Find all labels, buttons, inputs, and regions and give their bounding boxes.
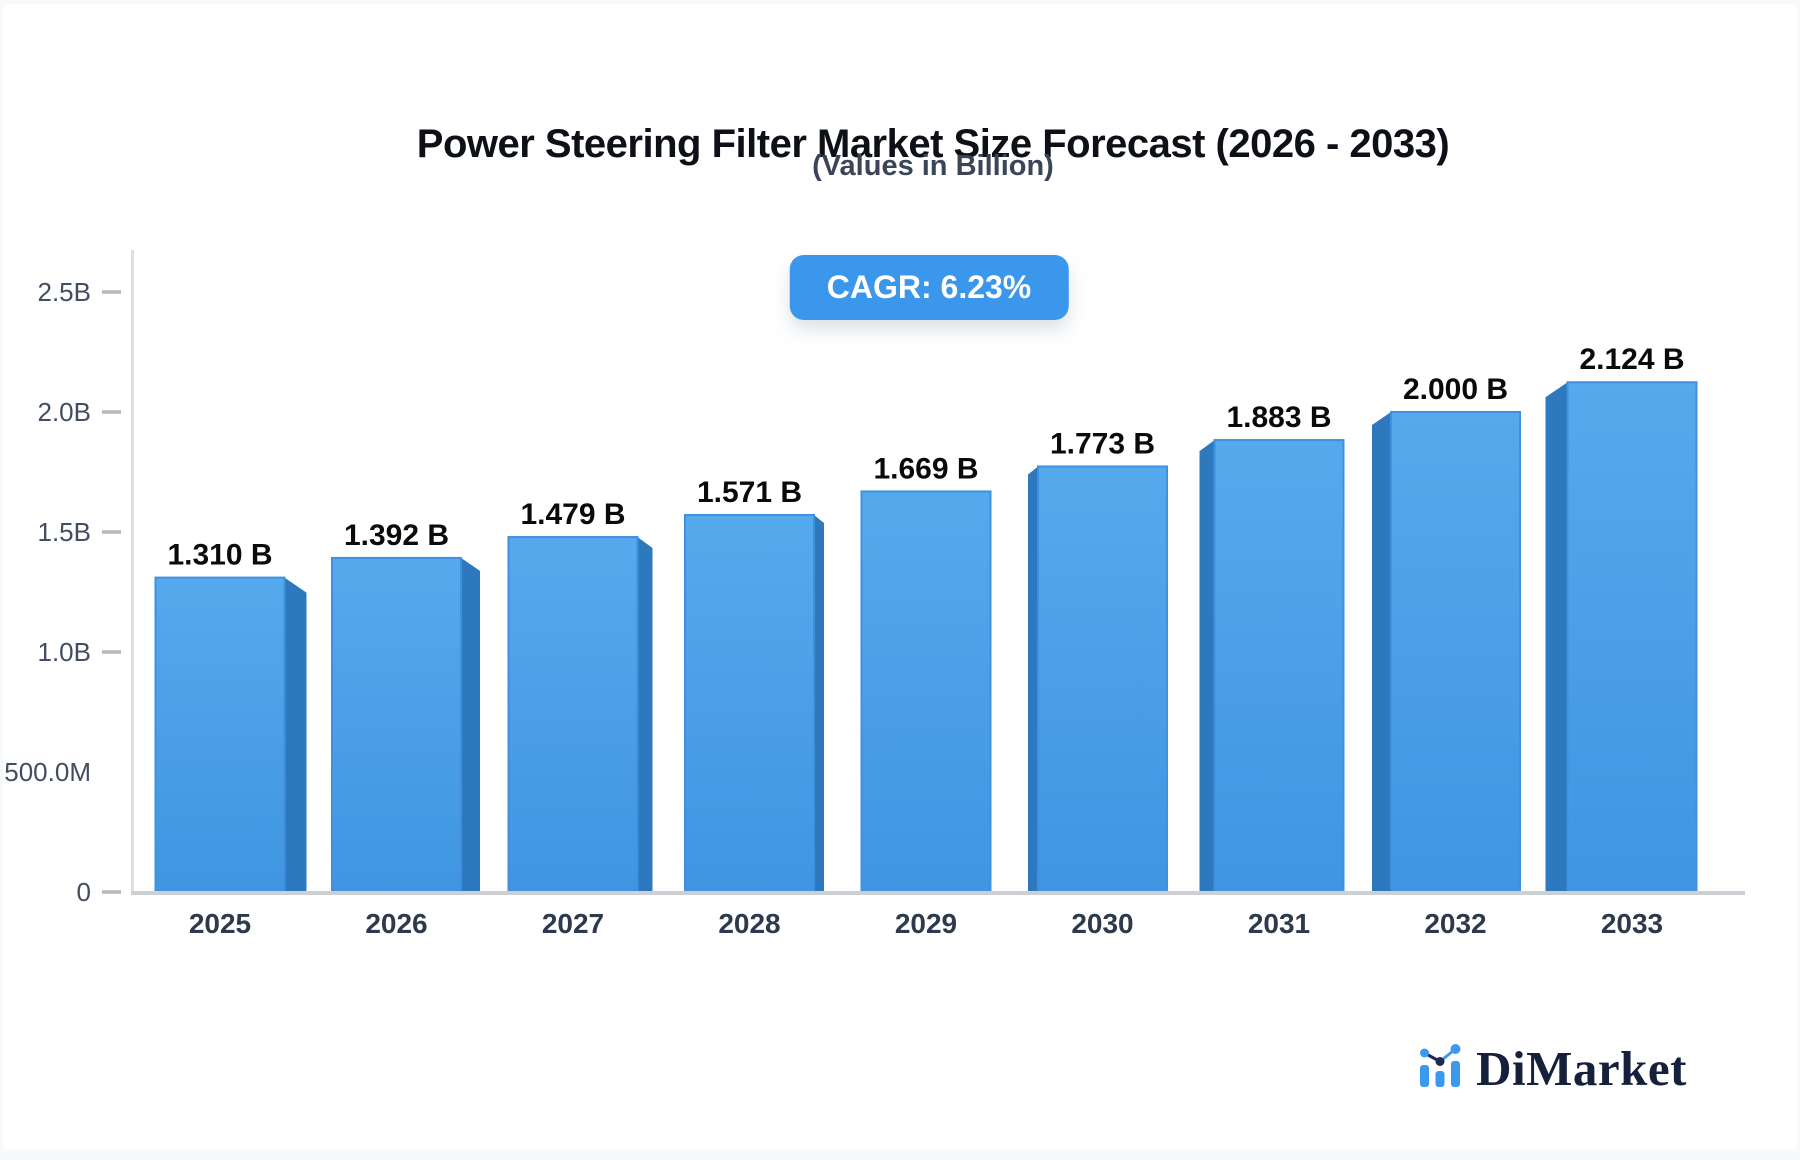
y-tick-label: 2.0B bbox=[38, 397, 92, 427]
labels-group: 1.310 B 2025 1.392 B 2026 1.479 B 2027 1.571 B… bbox=[167, 343, 1684, 939]
bar-value-label: 1.669 B bbox=[873, 452, 978, 485]
y-tick-label: 0 bbox=[77, 877, 91, 907]
bar-side-face bbox=[284, 577, 307, 892]
logo-text: DiMarket bbox=[1476, 1041, 1687, 1096]
bar bbox=[1213, 439, 1345, 893]
bar bbox=[1037, 465, 1168, 893]
bar bbox=[1566, 381, 1698, 893]
y-tick-label: 1.5B bbox=[38, 517, 92, 547]
x-tick-label: 2026 bbox=[365, 908, 427, 939]
x-tick-label: 2031 bbox=[1248, 908, 1310, 939]
bar bbox=[1390, 411, 1521, 893]
x-tick-label: 2029 bbox=[895, 908, 957, 939]
bar-side-face bbox=[1372, 412, 1391, 892]
x-tick-label: 2032 bbox=[1424, 908, 1486, 939]
y-axis: 2.5B 2.0B 1.5B 1.0B 500.0M 0 bbox=[4, 277, 121, 907]
y-tick-label: 500.0M bbox=[4, 757, 91, 787]
y-tick-label: 2.5B bbox=[38, 277, 92, 307]
bar-value-label: 1.392 B bbox=[344, 519, 449, 552]
bar bbox=[331, 556, 462, 893]
bar-side-face bbox=[1199, 440, 1215, 892]
bar bbox=[507, 536, 639, 893]
bar-value-label: 1.883 B bbox=[1226, 401, 1331, 434]
bar-chart-trend-icon bbox=[1420, 1043, 1461, 1087]
bar-value-label: 1.310 B bbox=[167, 539, 272, 572]
bar-value-label: 2.000 B bbox=[1403, 373, 1508, 406]
bar-side-face bbox=[1028, 466, 1038, 892]
x-tick-label: 2025 bbox=[189, 908, 251, 939]
bar-side-face bbox=[814, 514, 824, 892]
x-tick-label: 2033 bbox=[1601, 908, 1663, 939]
axis-lines bbox=[131, 250, 1745, 895]
y-tick-label: 1.0B bbox=[38, 637, 92, 667]
bar-value-label: 2.124 B bbox=[1579, 343, 1684, 376]
bar-side-face bbox=[1545, 382, 1568, 892]
x-tick-label: 2028 bbox=[718, 908, 780, 939]
bar bbox=[684, 513, 815, 893]
bar-value-label: 1.571 B bbox=[697, 476, 802, 509]
bar-side-face bbox=[637, 537, 653, 892]
chart-subtitle: (Values in Billion) bbox=[812, 150, 1054, 182]
bar bbox=[860, 490, 992, 893]
cagr-badge: CAGR: 6.23% bbox=[789, 255, 1069, 320]
chart-title: Power Steering Filter Market Size Foreca… bbox=[416, 121, 1450, 166]
bar-side-face bbox=[461, 557, 480, 892]
bar bbox=[154, 576, 286, 893]
x-tick-label: 2030 bbox=[1071, 908, 1133, 939]
chart-card: Power Steering Filter Market Size Foreca… bbox=[3, 4, 1797, 1150]
logo: DiMarket bbox=[1417, 1040, 1687, 1097]
bar-value-label: 1.479 B bbox=[520, 498, 625, 531]
bar-chart: 2.5B 2.0B 1.5B 1.0B 500.0M 0 1.310 B 2025 1.392… bbox=[4, 250, 1745, 939]
x-tick-label: 2027 bbox=[542, 908, 604, 939]
bar-value-label: 1.773 B bbox=[1050, 427, 1155, 460]
